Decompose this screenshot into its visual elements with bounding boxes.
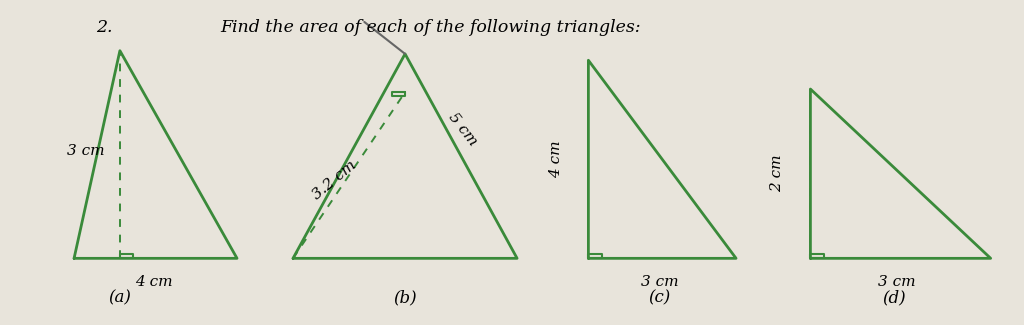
Text: 4 cm: 4 cm	[135, 275, 172, 289]
Text: (d): (d)	[882, 289, 906, 306]
Text: 3 cm: 3 cm	[641, 275, 679, 289]
Text: 3 cm: 3 cm	[879, 275, 915, 289]
Text: 2.: 2.	[96, 19, 113, 36]
Text: (a): (a)	[109, 289, 131, 306]
Text: 3 cm: 3 cm	[68, 144, 105, 158]
Text: (b): (b)	[393, 289, 417, 306]
Text: Find the area of each of the following triangles:: Find the area of each of the following t…	[220, 19, 641, 36]
Text: 2 cm: 2 cm	[770, 155, 783, 192]
Text: 5 cm: 5 cm	[446, 110, 480, 148]
Text: 3.2 cm: 3.2 cm	[310, 158, 359, 202]
Text: (c): (c)	[648, 289, 671, 306]
Text: 4 cm: 4 cm	[549, 140, 563, 178]
